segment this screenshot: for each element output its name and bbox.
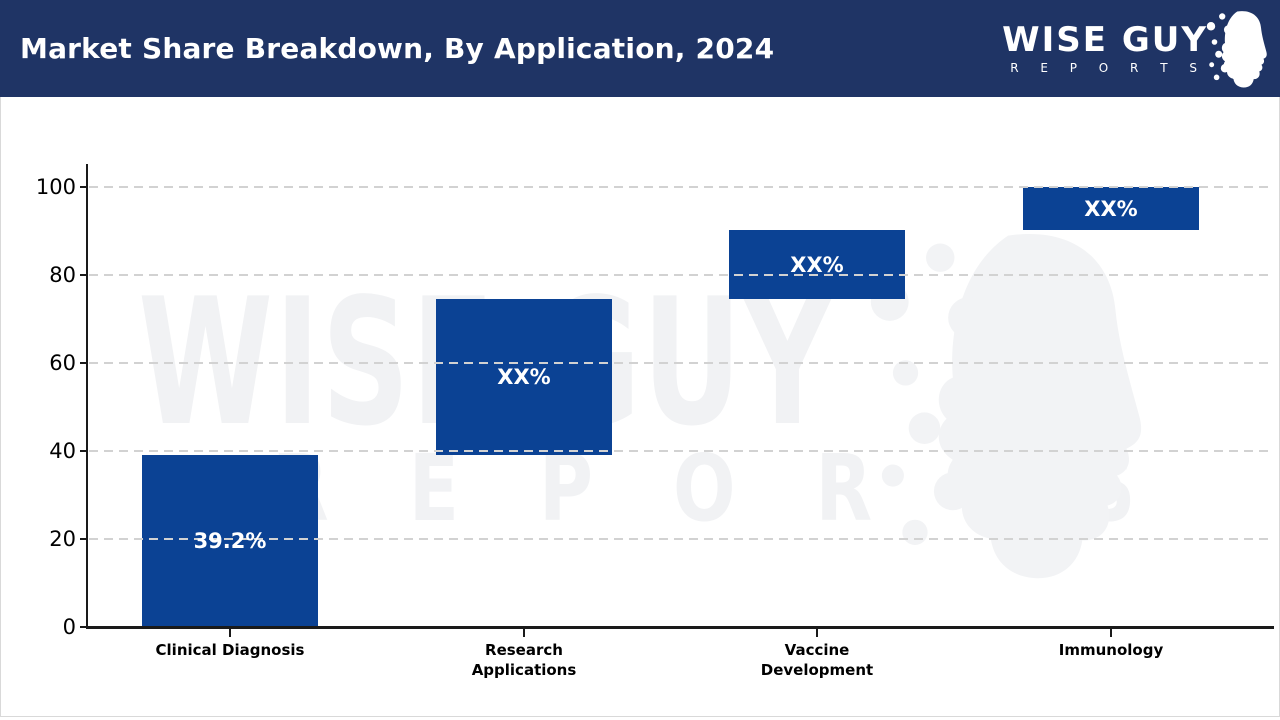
x-tick-mark [523,629,525,637]
y-tick-label: 80 [49,263,76,287]
x-category-label: Vaccine Development [760,641,874,680]
bar-value-label: XX% [1084,196,1138,221]
y-tick-label: 0 [62,615,76,639]
y-tick-label: 40 [49,439,76,463]
brand-subname: R E P O R T S [1010,60,1206,75]
y-tick-mark [80,274,88,276]
y-tick-mark [80,626,88,628]
y-tick-mark [80,538,88,540]
bar [436,299,612,455]
y-tick-mark [80,450,88,452]
brand-logo: WISE GUY R E P O R T S [1002,4,1274,94]
gridline [89,186,1272,188]
bar-value-label: XX% [790,252,844,277]
bar [1023,187,1199,231]
y-axis-line [86,164,88,629]
y-tick-mark [80,186,88,188]
gridline [89,274,1272,276]
gridline [89,450,1272,452]
brand-name: WISE GUY [1002,20,1208,61]
figure-border [0,97,1280,717]
x-category-label: Research Applications [471,641,577,680]
head-profile-logo-icon [1204,7,1274,91]
gridline [89,538,1272,540]
bar-value-label: 39.2% [193,528,267,553]
plot-area: WISE GUY R E P O R T S 02040608010039.2%… [0,97,1280,720]
bar [729,230,905,300]
y-tick-mark [80,362,88,364]
bar [142,454,318,627]
bar-value-label: XX% [497,364,551,389]
brand-logo-text: WISE GUY R E P O R T S [1002,20,1208,75]
x-category-label: Clinical Diagnosis [155,641,305,659]
y-tick-label: 60 [49,351,76,375]
page-title: Market Share Breakdown, By Application, … [20,32,775,65]
x-tick-mark [229,629,231,637]
header-bar: Market Share Breakdown, By Application, … [0,0,1280,97]
x-tick-mark [1110,629,1112,637]
x-category-label: Immunology [1058,641,1164,659]
gridline [89,362,1272,364]
x-tick-mark [816,629,818,637]
y-tick-label: 100 [35,175,76,199]
x-axis-line [86,626,1274,629]
y-tick-label: 20 [49,527,76,551]
